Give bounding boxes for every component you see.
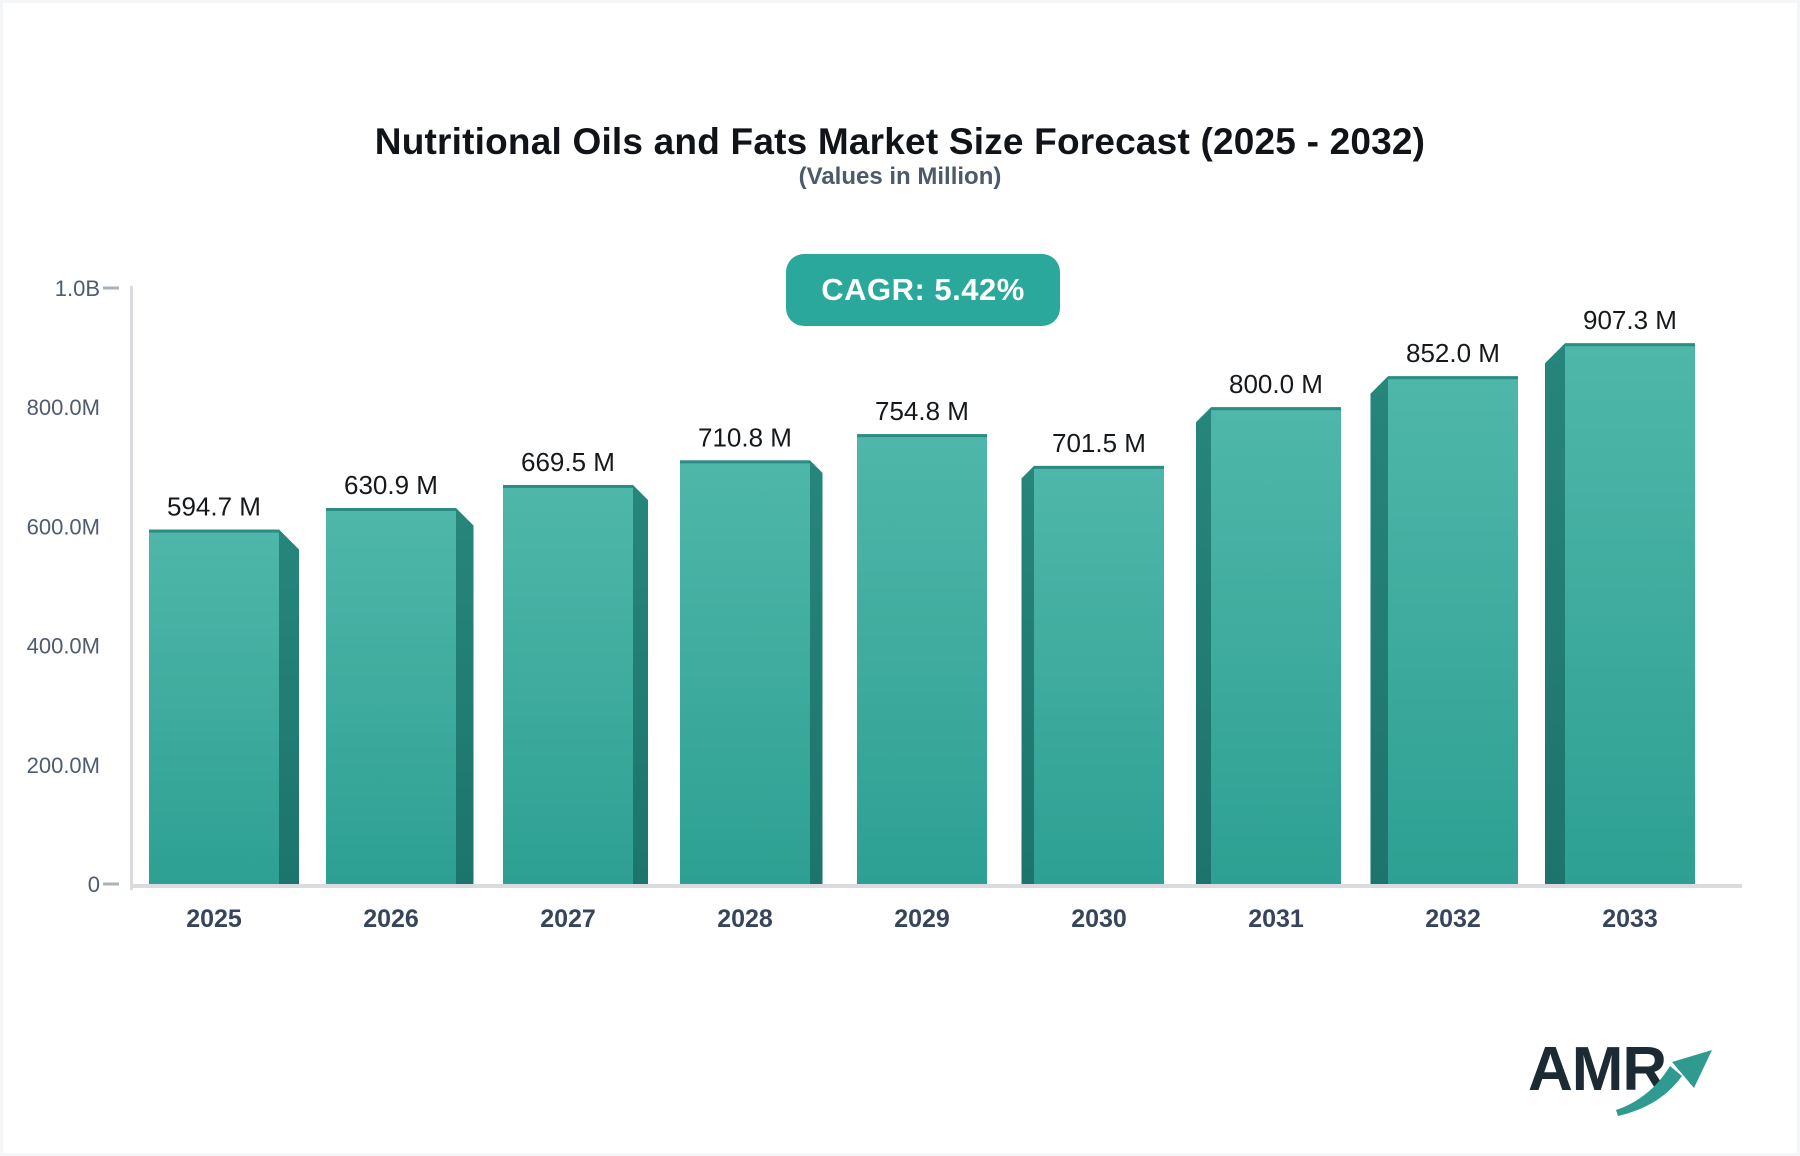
x-axis-line — [130, 884, 1742, 888]
bar-front-face — [1565, 343, 1695, 884]
bar-front-face — [326, 507, 456, 884]
x-axis-label: 2026 — [363, 905, 419, 933]
bar-top-edge — [680, 460, 810, 464]
cagr-badge-label: CAGR: 5.42% — [821, 272, 1025, 307]
x-axis-label: 2027 — [540, 905, 596, 933]
y-axis-label: 200.0M — [27, 753, 100, 778]
growth-arrow-swoosh — [1616, 1066, 1682, 1116]
chart-subtitle: (Values in Million) — [798, 163, 1002, 190]
x-axis-label: 2025 — [186, 905, 242, 933]
bar-side-face — [1370, 376, 1388, 884]
bar-value-label: 754.8 M — [875, 396, 969, 426]
y-axis-tick — [103, 286, 119, 290]
bar-side-face — [1021, 465, 1034, 884]
bar-top-edge — [1034, 465, 1164, 469]
amr-logo-text: AMR — [1528, 1035, 1667, 1104]
y-axis-label: 1.0B — [55, 276, 100, 301]
bar-front-face — [857, 434, 987, 884]
bar-2033 — [1545, 343, 1695, 884]
bar-2032 — [1370, 376, 1518, 884]
growth-arrow-head — [1672, 1050, 1712, 1088]
bar-2026 — [326, 507, 474, 884]
bar-top-edge — [326, 507, 456, 511]
y-axis-line — [130, 286, 133, 890]
bar-value-label: 594.7 M — [167, 492, 261, 522]
bar-2027 — [503, 484, 648, 884]
y-axis-label: 600.0M — [27, 514, 100, 539]
chart-title: Nutritional Oils and Fats Market Size Fo… — [374, 120, 1426, 162]
bar-value-label: 669.5 M — [521, 447, 615, 477]
x-axis-label: 2032 — [1425, 905, 1481, 933]
amr-logo: AMR — [1524, 1030, 1734, 1130]
bar-front-face — [1034, 465, 1164, 884]
cagr-badge: CAGR: 5.42% — [786, 254, 1060, 326]
bar-value-label: 701.5 M — [1052, 428, 1146, 458]
bar-side-face — [456, 507, 474, 884]
bar-side-face — [1545, 343, 1565, 884]
y-axis-label: 400.0M — [27, 634, 100, 659]
bar-front-face — [680, 460, 810, 884]
x-axis-label: 2029 — [894, 905, 950, 933]
bar-value-label: 710.8 M — [698, 422, 792, 452]
x-axis-label: 2033 — [1602, 905, 1658, 933]
bar-2030 — [1021, 465, 1164, 884]
bar-front-face — [503, 484, 633, 884]
bar-top-edge — [1388, 376, 1518, 380]
y-axis-label: 0 — [88, 872, 100, 897]
bar-side-face — [810, 460, 823, 884]
bar-top-edge — [1211, 407, 1341, 411]
bar-2029 — [857, 434, 987, 884]
bar-side-face — [279, 529, 299, 884]
bar-2028 — [680, 460, 823, 884]
bar-top-edge — [857, 434, 987, 438]
bar-value-label: 800.0 M — [1229, 369, 1323, 399]
x-axis-label: 2030 — [1071, 905, 1127, 933]
bar-front-face — [1211, 407, 1341, 884]
bar-top-edge — [503, 484, 633, 488]
bar-side-face — [633, 484, 648, 884]
bar-front-face — [149, 529, 279, 884]
x-axis-label: 2028 — [717, 905, 773, 933]
bar-value-label: 852.0 M — [1406, 338, 1500, 368]
bar-side-face — [1196, 407, 1211, 884]
bar-top-edge — [149, 529, 279, 533]
bar-2025 — [149, 529, 299, 884]
y-axis-label: 800.0M — [27, 395, 100, 420]
growth-arrow-icon — [1616, 1050, 1712, 1116]
bar-value-label: 630.9 M — [344, 470, 438, 500]
bar-top-edge — [1565, 343, 1695, 347]
y-axis-tick — [103, 882, 119, 886]
bar-front-face — [1388, 376, 1518, 884]
bar-2031 — [1196, 407, 1341, 884]
bar-value-label: 907.3 M — [1583, 305, 1677, 335]
x-axis-label: 2031 — [1248, 905, 1304, 933]
